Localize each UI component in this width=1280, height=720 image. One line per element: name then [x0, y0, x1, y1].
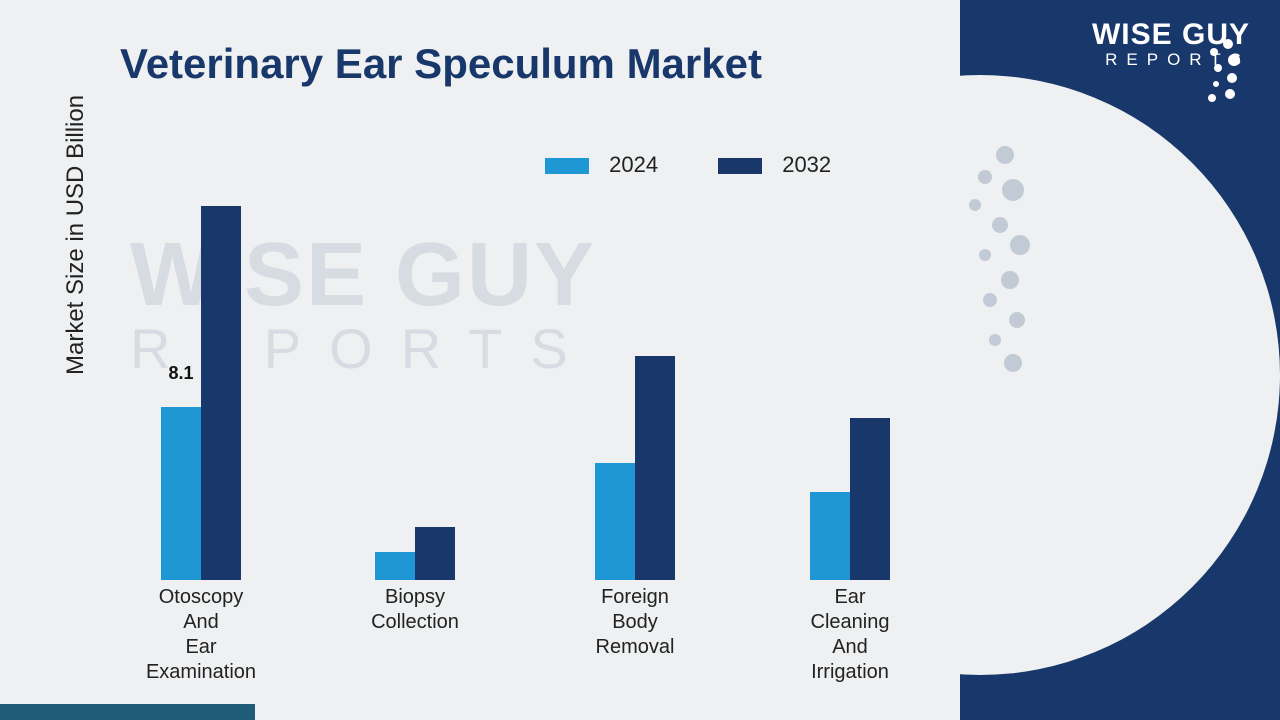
bar [810, 492, 850, 580]
x-tick-label: BiopsyCollection [330, 585, 500, 635]
legend-swatch-0 [545, 158, 589, 174]
brand-logo: WISE GUY REPORTS [990, 18, 1250, 70]
bar [595, 463, 635, 580]
chart-card: Veterinary Ear Speculum Market WISE GUY … [0, 0, 1280, 720]
x-tick-label: ForeignBodyRemoval [550, 585, 720, 660]
x-tick-label: EarCleaningAndIrrigation [765, 585, 935, 685]
y-axis-label: Market Size in USD Billion [62, 95, 90, 375]
bar [375, 552, 415, 580]
legend-swatch-1 [718, 158, 762, 174]
legend: 2024 2032 [545, 152, 831, 178]
bar [415, 527, 455, 580]
bar [635, 356, 675, 580]
bar [201, 206, 241, 580]
legend-item-1: 2032 [718, 152, 831, 178]
plot-area: 8.1 [105, 185, 965, 580]
footer-accent-bar [0, 704, 255, 720]
x-tick-label: OtoscopyAndEarExamination [116, 585, 286, 685]
bar [850, 418, 890, 580]
bar [161, 407, 201, 580]
legend-item-0: 2024 [545, 152, 658, 178]
logo-line1: WISE GUY [990, 18, 1250, 52]
logo-line2: REPORTS [990, 50, 1250, 70]
legend-label-0: 2024 [609, 152, 658, 177]
bar-value-label: 8.1 [168, 363, 193, 384]
chart-title: Veterinary Ear Speculum Market [120, 40, 762, 88]
legend-label-1: 2032 [782, 152, 831, 177]
